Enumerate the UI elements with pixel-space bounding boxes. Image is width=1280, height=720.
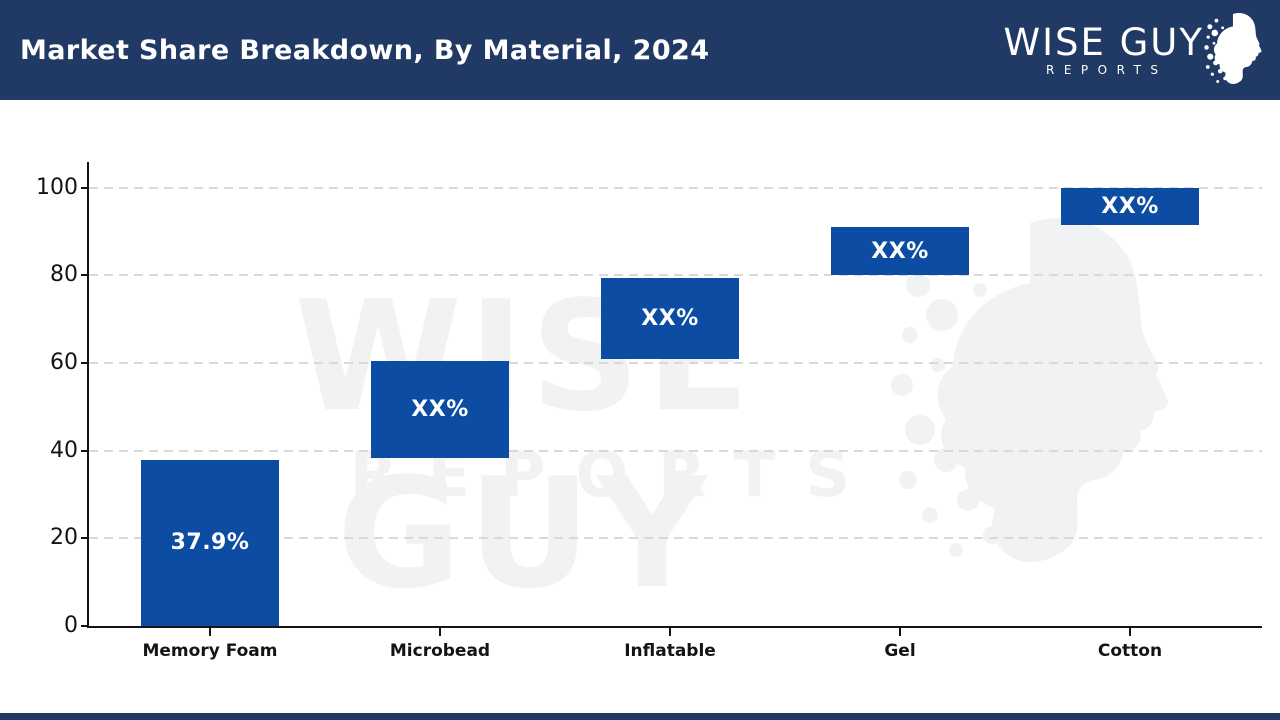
y-tick-label-0: 0 [64,613,78,638]
bar-value-label: XX% [1101,193,1159,219]
y-tick-40 [81,449,89,452]
category-label-0: Memory Foam [142,641,278,661]
y-tick-label-60: 60 [50,349,78,375]
brand-subname: REPORTS [1046,63,1168,77]
gridline-100 [89,186,1262,189]
y-tick-label-80: 80 [50,262,78,288]
y-tick-80 [81,274,89,277]
dotted-head-icon [1204,12,1262,84]
x-tick-1 [439,628,441,636]
y-tick-20 [81,537,89,540]
y-tick-label-100: 100 [36,174,78,200]
bar-inflatable: XX% [601,278,739,359]
gridline-40 [89,449,1262,452]
header-bar: Market Share Breakdown, By Material, 202… [0,0,1280,100]
y-tick-100 [81,186,89,189]
x-tick-0 [209,628,211,636]
y-tick-label-20: 20 [50,525,78,551]
bar-cotton: XX% [1061,187,1199,226]
bar-value-label: 37.9% [170,530,250,556]
bar-value-label: XX% [411,397,469,423]
category-label-2: Inflatable [624,641,716,661]
brand-logo-text: WISE GUY REPORTS [1004,24,1204,76]
category-label-4: Cotton [1097,641,1163,661]
x-tick-3 [899,628,901,636]
footer-bar [0,713,1280,720]
x-tick-2 [669,628,671,636]
brand-logo: WISE GUY REPORTS [1004,8,1266,92]
category-label-3: Gel [884,641,916,661]
x-tick-4 [1129,628,1131,636]
y-axis-line [87,162,89,628]
gridline-80 [89,274,1262,277]
y-tick-label-40: 40 [50,437,78,463]
x-axis-line [87,626,1262,628]
bar-gel: XX% [831,226,969,276]
category-label-1: Microbead [389,641,491,661]
bar-value-label: XX% [871,238,929,264]
y-tick-0 [81,625,89,627]
y-tick-60 [81,361,89,364]
page-title: Market Share Breakdown, By Material, 202… [20,34,710,66]
bar-memory-foam: 37.9% [141,459,279,626]
bar-value-label: XX% [641,305,699,331]
brand-name: WISE GUY [1003,21,1204,64]
gridline-60 [89,361,1262,364]
gridline-20 [89,537,1262,540]
bar-microbead: XX% [371,361,509,459]
